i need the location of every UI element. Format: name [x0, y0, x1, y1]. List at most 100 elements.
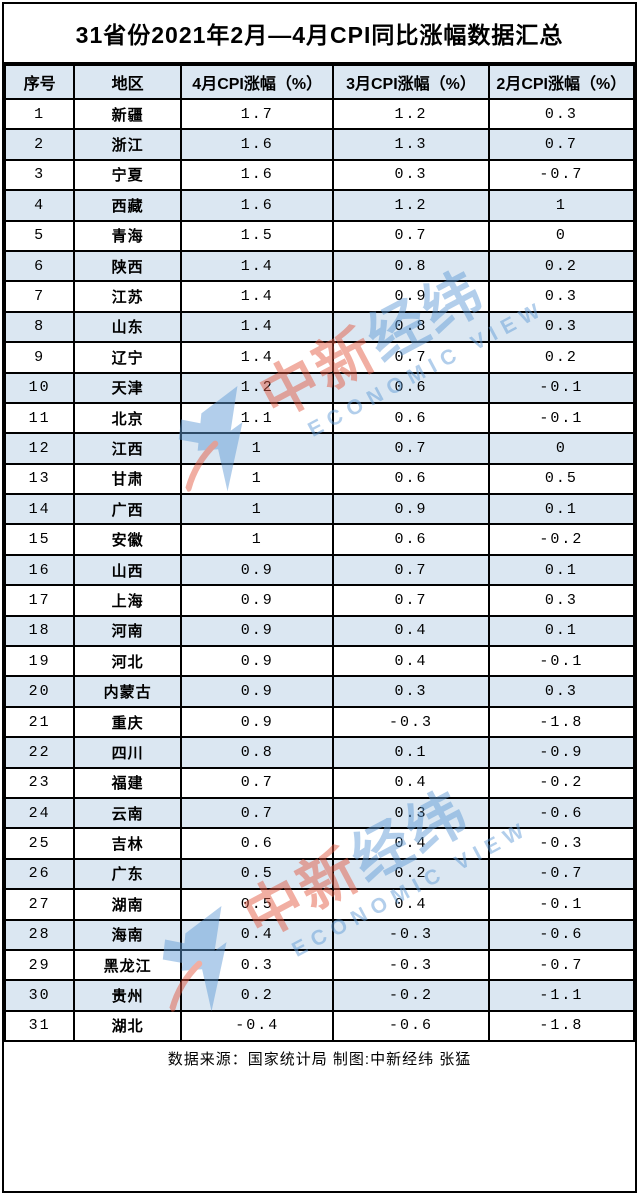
- table-row: 29 黑龙江 0.3 -0.3 -0.7: [4, 948, 635, 982]
- cell-march-cpi: 0.7: [332, 341, 490, 374]
- cell-index: 26: [4, 857, 76, 891]
- table-row: 20 内蒙古 0.9 0.3 0.3: [4, 675, 635, 708]
- table-body: 1 新疆 1.7 1.2 0.3 2 浙江 1.6 1.3 0.7 3 宁夏 1…: [4, 97, 635, 1043]
- column-header-march: 3月CPI涨幅（%）: [332, 64, 490, 100]
- cpi-table: 序号 地区 4月CPI涨幅（%） 3月CPI涨幅（%） 2月CPI涨幅（%） 1…: [4, 64, 635, 1043]
- cell-march-cpi: 0.6: [332, 371, 490, 404]
- table-row: 14 广西 1 0.9 0.1: [4, 493, 635, 526]
- cell-region: 北京: [73, 401, 183, 435]
- cell-region: 河北: [73, 645, 183, 678]
- cell-april-cpi: 1.5: [180, 219, 335, 252]
- cell-april-cpi: 1.1: [180, 401, 335, 435]
- cell-february-cpi: -0.6: [487, 796, 635, 830]
- cell-region: 吉林: [73, 827, 183, 860]
- cell-index: 14: [4, 493, 76, 526]
- cell-region: 青海: [73, 219, 183, 252]
- table-row: 18 河南 0.9 0.4 0.1: [4, 614, 635, 648]
- cell-march-cpi: 0.8: [332, 310, 490, 344]
- cell-index: 9: [4, 341, 76, 374]
- table-row: 22 四川 0.8 0.1 -0.9: [4, 736, 635, 769]
- cell-march-cpi: 0.9: [332, 280, 490, 313]
- cell-february-cpi: -0.7: [487, 857, 635, 891]
- cell-april-cpi: 0.4: [180, 918, 335, 951]
- table-row: 5 青海 1.5 0.7 0: [4, 219, 635, 252]
- cell-march-cpi: 0.3: [332, 158, 490, 192]
- cell-index: 28: [4, 918, 76, 951]
- cell-april-cpi: 0.9: [180, 553, 335, 587]
- cell-march-cpi: -0.3: [332, 918, 490, 951]
- cell-region: 天津: [73, 371, 183, 404]
- table-header-row: 序号 地区 4月CPI涨幅（%） 3月CPI涨幅（%） 2月CPI涨幅（%）: [4, 64, 635, 100]
- cell-february-cpi: 0.2: [487, 249, 635, 283]
- source-note: 数据来源：国家统计局 制图:中新经纬 张猛: [4, 1042, 635, 1075]
- cell-index: 1: [4, 97, 76, 131]
- table-row: 6 陕西 1.4 0.8 0.2: [4, 249, 635, 283]
- cell-region: 广西: [73, 493, 183, 526]
- table-row: 2 浙江 1.6 1.3 0.7: [4, 128, 635, 161]
- cell-february-cpi: 0.1: [487, 614, 635, 648]
- cell-region: 浙江: [73, 128, 183, 161]
- cell-region: 贵州: [73, 979, 183, 1012]
- cell-index: 31: [4, 1009, 76, 1043]
- cell-index: 5: [4, 219, 76, 252]
- cell-april-cpi: -0.4: [180, 1009, 335, 1043]
- table-row: 27 湖南 0.5 0.4 -0.1: [4, 888, 635, 921]
- cell-march-cpi: 0.6: [332, 462, 490, 496]
- cell-february-cpi: 0.3: [487, 280, 635, 313]
- cell-region: 黑龙江: [73, 948, 183, 982]
- cell-region: 江苏: [73, 280, 183, 313]
- table-row: 10 天津 1.2 0.6 -0.1: [4, 371, 635, 404]
- cell-april-cpi: 0.2: [180, 979, 335, 1012]
- cell-february-cpi: 0.1: [487, 553, 635, 587]
- cell-april-cpi: 1: [180, 493, 335, 526]
- cell-april-cpi: 1.2: [180, 371, 335, 404]
- cell-index: 20: [4, 675, 76, 708]
- cell-index: 13: [4, 462, 76, 496]
- cell-index: 24: [4, 796, 76, 830]
- cell-march-cpi: 0.4: [332, 827, 490, 860]
- cell-index: 30: [4, 979, 76, 1012]
- cell-index: 19: [4, 645, 76, 678]
- cell-march-cpi: 1.2: [332, 97, 490, 131]
- cell-april-cpi: 0.5: [180, 888, 335, 921]
- cell-march-cpi: 0.4: [332, 888, 490, 921]
- cell-february-cpi: -1.8: [487, 705, 635, 739]
- cell-region: 山东: [73, 310, 183, 344]
- cell-march-cpi: 1.2: [332, 189, 490, 222]
- cell-index: 6: [4, 249, 76, 283]
- table-row: 3 宁夏 1.6 0.3 -0.7: [4, 158, 635, 192]
- table-row: 1 新疆 1.7 1.2 0.3: [4, 97, 635, 131]
- cell-march-cpi: 0.3: [332, 675, 490, 708]
- cell-region: 河南: [73, 614, 183, 648]
- cell-region: 重庆: [73, 705, 183, 739]
- cell-index: 10: [4, 371, 76, 404]
- cell-region: 江西: [73, 432, 183, 465]
- cell-march-cpi: 0.7: [332, 553, 490, 587]
- table-row: 23 福建 0.7 0.4 -0.2: [4, 766, 635, 799]
- cell-february-cpi: -0.2: [487, 523, 635, 556]
- table-row: 30 贵州 0.2 -0.2 -1.1: [4, 979, 635, 1012]
- cell-april-cpi: 1.6: [180, 128, 335, 161]
- cell-index: 8: [4, 310, 76, 344]
- cell-april-cpi: 1: [180, 523, 335, 556]
- cell-index: 11: [4, 401, 76, 435]
- cell-february-cpi: -0.2: [487, 766, 635, 799]
- cell-february-cpi: 0.3: [487, 584, 635, 617]
- cell-region: 山西: [73, 553, 183, 587]
- cell-march-cpi: 0.4: [332, 614, 490, 648]
- cell-region: 陕西: [73, 249, 183, 283]
- cell-region: 湖北: [73, 1009, 183, 1043]
- table-row: 17 上海 0.9 0.7 0.3: [4, 584, 635, 617]
- cell-region: 新疆: [73, 97, 183, 131]
- column-header-index: 序号: [4, 64, 76, 100]
- cell-february-cpi: 0.3: [487, 675, 635, 708]
- cell-march-cpi: 0.7: [332, 432, 490, 465]
- cell-april-cpi: 0.6: [180, 827, 335, 860]
- cell-february-cpi: -0.1: [487, 645, 635, 678]
- cell-february-cpi: 0.1: [487, 493, 635, 526]
- cell-march-cpi: 0.6: [332, 401, 490, 435]
- table-row: 28 海南 0.4 -0.3 -0.6: [4, 918, 635, 951]
- cell-february-cpi: 0.5: [487, 462, 635, 496]
- cell-february-cpi: -0.1: [487, 888, 635, 921]
